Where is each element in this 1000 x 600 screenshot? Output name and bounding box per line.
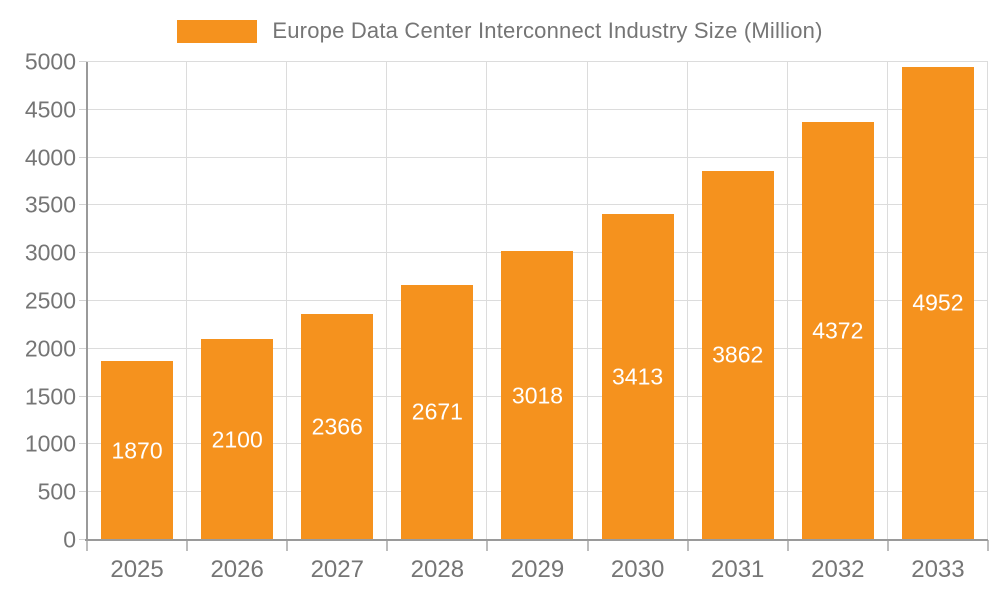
x-gridline	[686, 62, 688, 540]
y-axis-tick	[79, 252, 87, 254]
x-axis-tick	[186, 540, 189, 551]
bar-2029[interactable]: 3018	[501, 251, 574, 540]
bar-2030[interactable]: 3413	[601, 213, 674, 540]
bar-2028[interactable]: 2671	[401, 284, 474, 540]
y-axis-tick	[79, 443, 87, 445]
y-axis-label: 2000	[24, 335, 76, 362]
x-axis-tick	[86, 540, 88, 551]
y-gridline	[87, 204, 988, 206]
x-gridline	[886, 62, 888, 540]
x-axis-label: 2028	[410, 556, 465, 583]
y-axis-label: 3500	[24, 191, 76, 218]
bar-value-label: 4952	[912, 289, 964, 316]
legend-swatch-icon	[177, 19, 258, 43]
y-gridline	[87, 108, 988, 110]
bar-value-label: 3413	[612, 363, 664, 390]
bar-2027[interactable]: 2366	[301, 313, 374, 540]
y-axis-tick	[79, 61, 87, 62]
bar-2025[interactable]: 1870	[101, 361, 174, 540]
x-gridline	[586, 62, 588, 540]
bar-column: 2366 2027	[287, 62, 387, 583]
y-axis-line	[86, 62, 88, 540]
bar-column: 2671 2028	[387, 62, 487, 583]
y-axis-tick	[79, 108, 87, 110]
x-axis-label: 2031	[711, 556, 765, 583]
y-axis-tick	[79, 491, 87, 493]
chart-legend[interactable]: Europe Data Center Interconnect Industry…	[0, 18, 1000, 44]
y-axis-label: 4000	[24, 144, 76, 171]
x-axis-tick	[686, 540, 689, 551]
y-axis-tick	[79, 204, 87, 206]
y-axis-tick	[79, 539, 87, 540]
y-axis-label: 1500	[24, 383, 76, 410]
x-axis-label: 2030	[610, 556, 665, 583]
bar-column: 3862 2031	[688, 62, 788, 583]
bar-2026[interactable]: 2100	[201, 339, 274, 540]
bar-2033[interactable]: 4952	[901, 66, 974, 540]
bar-column: 4372 2032	[788, 62, 888, 583]
bar-2031[interactable]: 3862	[701, 170, 774, 540]
x-gridline	[386, 62, 388, 540]
x-axis-tick	[486, 540, 489, 551]
bar-value-label: 3862	[712, 341, 764, 368]
legend-label: Europe Data Center Interconnect Industry…	[272, 18, 823, 43]
bar-2032[interactable]: 4372	[801, 122, 874, 540]
x-axis-label: 2026	[210, 556, 264, 583]
y-axis-label: 5000	[24, 48, 76, 75]
y-axis-tick	[79, 156, 87, 158]
y-axis-label: 1000	[24, 430, 76, 457]
x-axis-tick	[286, 540, 289, 551]
bar-column: 2100 2026	[187, 62, 287, 583]
x-axis-tick	[586, 540, 589, 551]
bar-column: 4952 2033	[888, 62, 988, 583]
y-axis-label: 2500	[24, 287, 76, 314]
x-axis-tick	[786, 540, 789, 551]
x-axis-tick	[386, 540, 389, 551]
x-gridline	[987, 62, 988, 540]
bar-value-label: 2671	[411, 398, 463, 425]
bars-layer: 1870 2025 2100 2026 2366 2027 2671 2028 3018 2029…	[87, 62, 988, 583]
bar-value-label: 2366	[311, 413, 363, 440]
x-gridline	[786, 62, 788, 540]
y-axis-tick	[79, 300, 87, 301]
x-axis-tick	[987, 540, 989, 551]
x-gridline	[186, 62, 188, 540]
x-axis-label: 2033	[911, 556, 965, 583]
x-axis-label: 2027	[310, 556, 364, 583]
y-axis-tick	[79, 395, 87, 397]
y-axis-label: 3000	[24, 239, 76, 266]
bar-value-label: 2100	[211, 426, 263, 453]
y-axis-label: 0	[63, 526, 76, 553]
y-axis-tick	[79, 347, 87, 349]
x-axis-label: 2032	[811, 556, 865, 583]
x-axis-label: 2029	[510, 556, 565, 583]
plot-area: 0 500 1000 1500 2000 2500 3000 3500 4000 4500 5000…	[25, 49, 989, 583]
y-axis-label: 500	[37, 478, 76, 505]
bar-value-label: 1870	[111, 437, 163, 464]
bar-column: 1870 2025	[87, 62, 187, 583]
y-axis-label: 4500	[24, 96, 76, 123]
bar-value-label: 4372	[812, 317, 864, 344]
y-gridline	[87, 156, 988, 158]
x-gridline	[286, 62, 288, 540]
x-axis-line	[85, 539, 988, 541]
x-axis-tick	[886, 540, 889, 551]
x-axis-label: 2025	[110, 556, 164, 583]
bar-value-label: 3018	[511, 382, 564, 409]
y-gridline	[87, 61, 988, 62]
x-gridline	[486, 62, 488, 540]
bar-column: 3413 2030	[588, 62, 688, 583]
bar-column: 3018 2029	[487, 62, 587, 583]
